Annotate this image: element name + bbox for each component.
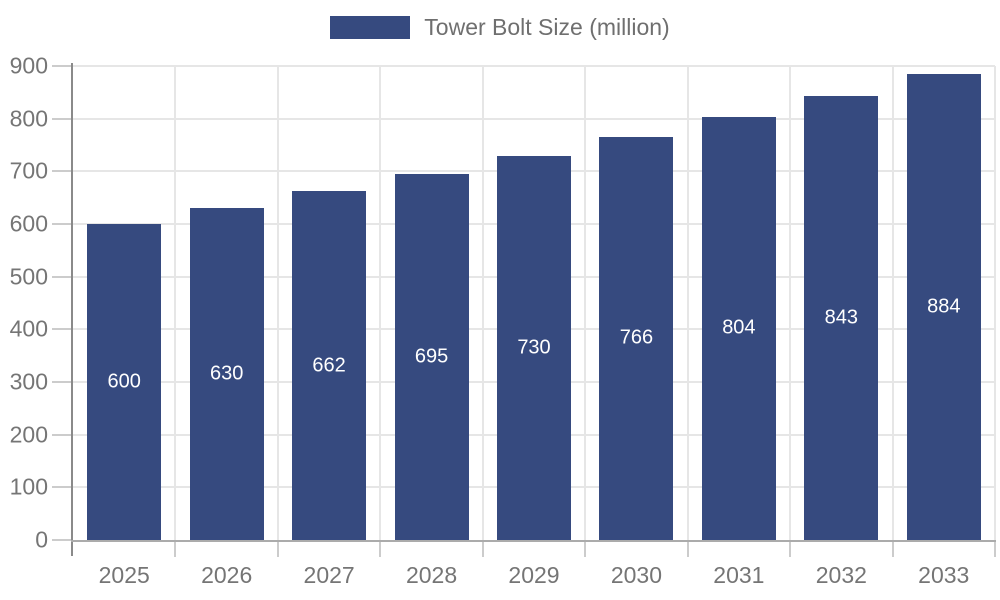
x-gridline [276,66,279,540]
y-tick-label: 500 [9,263,48,290]
x-tick-label: 2025 [98,562,150,588]
y-tick-label: 200 [9,421,48,448]
x-tick [686,542,689,557]
x-tick-label: 2030 [610,562,663,588]
y-tick [52,65,71,67]
x-gridline [174,66,177,540]
legend-swatch [330,16,411,39]
y-tick-label: 0 [35,526,48,553]
x-tick-label: 2031 [713,562,765,588]
x-gridline [994,66,996,540]
x-gridline [891,66,894,540]
y-tick-label: 600 [9,210,48,237]
bar-value-label: 843 [824,306,859,329]
x-tick [891,542,894,557]
x-axis-line [71,540,996,542]
y-tick [52,328,71,331]
y-tick [52,381,71,383]
x-tick-label: 2033 [918,562,970,588]
bar: 662 [292,191,367,540]
plot-area: 600 630 662 695 730 766 804 843 884 [73,65,996,540]
y-axis-line [71,63,73,556]
y-tick-label: 800 [9,105,48,132]
y-tick [52,275,71,278]
x-gridline [481,66,484,540]
x-tick [584,542,587,557]
y-tick [52,117,71,120]
bar-value-label: 630 [209,362,244,385]
y-tick-label: 700 [9,157,48,184]
y-tick [52,223,71,225]
legend: Tower Bolt Size (million) [0,14,1000,41]
bar-value-label: 695 [414,345,449,368]
x-tick [174,542,177,557]
x-tick [276,542,279,557]
x-gridline [789,66,792,540]
y-tick [52,433,71,436]
y-tick [52,170,71,173]
x-gridline [686,66,689,540]
x-tick [481,542,484,557]
bar: 695 [394,173,469,540]
bar-value-label: 600 [107,370,141,393]
bar: 630 [189,208,264,540]
bar: 843 [804,96,879,540]
bar: 600 [87,224,162,540]
x-tick [994,542,996,557]
y-gridline [73,65,995,67]
x-tick-label: 2032 [815,562,867,588]
x-tick-label: 2029 [508,562,560,588]
bar-value-label: 804 [722,316,756,339]
y-tick-label: 100 [9,473,48,500]
bar: 766 [599,136,674,540]
x-tick-label: 2028 [405,562,458,588]
y-tick [52,539,71,541]
legend-label: Tower Bolt Size (million) [424,14,670,40]
bar-value-label: 766 [619,326,654,349]
y-tick-label: 900 [9,52,48,79]
x-gridline [379,66,382,540]
bar-value-label: 884 [927,295,961,318]
bar-value-label: 662 [312,354,346,377]
x-tick-label: 2026 [201,562,253,588]
bar-value-label: 730 [517,336,551,359]
y-tick [52,486,71,489]
bar: 884 [906,74,981,540]
y-gridline [73,117,995,120]
y-tick-label: 400 [9,315,48,342]
x-tick [789,542,792,557]
x-tick-label: 2027 [303,562,355,588]
y-tick-label: 300 [9,368,48,395]
bar: 730 [497,155,571,540]
x-tick [379,542,382,557]
x-gridline [584,66,587,540]
bar: 804 [701,116,776,540]
